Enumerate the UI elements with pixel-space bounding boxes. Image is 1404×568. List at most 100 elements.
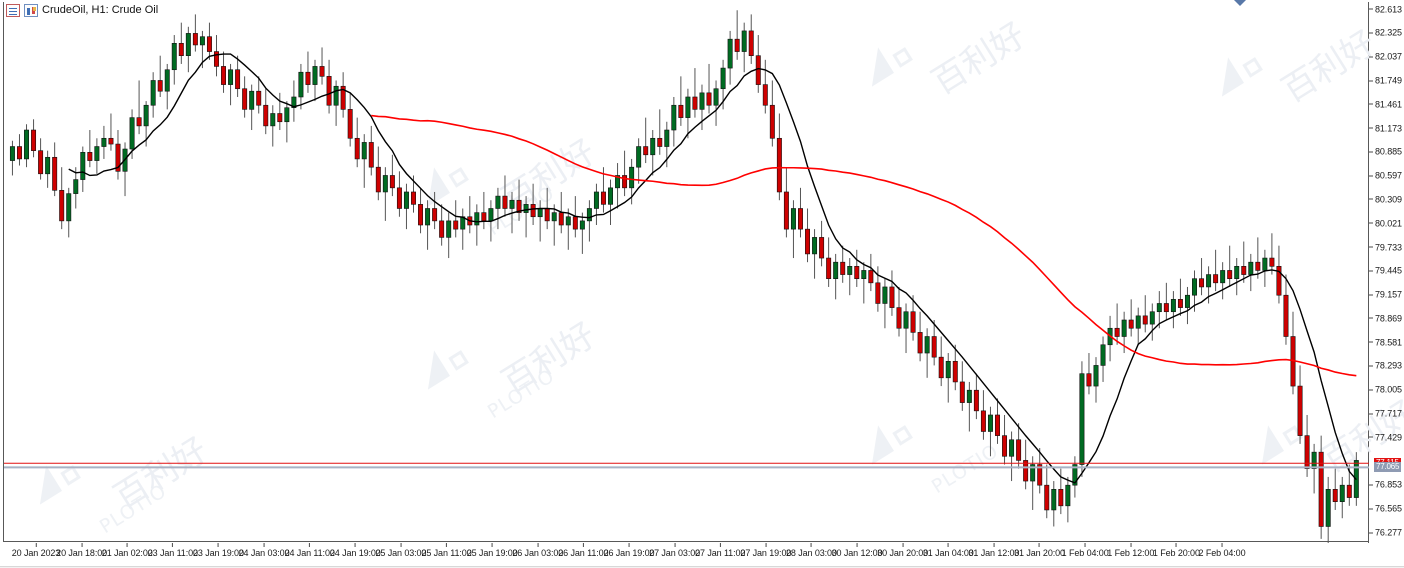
time-axis[interactable]: 20 Jan 2023 20 Jan 18:00 21 Jan 02:00 23 Ja…	[0, 543, 1369, 568]
window-bottom-strip	[0, 566, 1404, 568]
price-axis-label: 80.021	[1375, 218, 1402, 229]
time-axis-tick: 23 Jan 11:00	[148, 543, 198, 558]
candle-body	[319, 66, 325, 77]
candle-body	[1121, 319, 1127, 337]
candle-body	[1262, 257, 1268, 271]
price-axis-tick: 77.717	[1369, 408, 1402, 419]
price-axis-label: 78.005	[1375, 384, 1402, 395]
tick-dash	[856, 543, 858, 547]
price-axis-label: 82.325	[1375, 27, 1402, 38]
candle-body	[214, 51, 219, 67]
candle-body	[199, 36, 205, 46]
candle-body	[270, 113, 276, 127]
time-axis-tick: 31 Jan 12:00	[968, 543, 1019, 558]
time-axis-label: 26 Jan 19:00	[603, 548, 655, 558]
candle-body	[699, 92, 705, 110]
candle-body	[235, 69, 241, 90]
candle-body	[403, 191, 409, 209]
candle-body	[1044, 484, 1050, 511]
price-axis-label: 80.597	[1375, 170, 1402, 181]
candle-body	[516, 199, 522, 213]
candle-body	[572, 216, 578, 230]
price-axis-label: 78.293	[1375, 360, 1402, 371]
candle-series	[9, 10, 1359, 543]
candle-body	[1128, 319, 1134, 329]
candle-body	[854, 266, 860, 279]
candle-body	[298, 71, 304, 98]
candle-body	[495, 195, 501, 209]
candle-body	[277, 113, 283, 123]
candle-body	[38, 150, 44, 175]
time-axis-tick: 30 Jan 20:00	[877, 543, 928, 558]
time-axis-label: 25 Jan 11:00	[421, 548, 472, 558]
candle-body	[1304, 435, 1310, 469]
time-axis-tick: 28 Jan 03:00	[786, 543, 837, 558]
price-axis-tick: 78.293	[1369, 360, 1402, 371]
time-axis-label: 1 Feb 04:00	[1061, 548, 1109, 558]
price-axis[interactable]: 82.613 82.325 82.037 81.749 81.461 81.173 80.8…	[1369, 0, 1404, 543]
tick-dash	[263, 543, 265, 547]
candle-body	[593, 191, 599, 209]
candle-body	[1135, 315, 1141, 329]
time-axis-label: 24 Jan 19:00	[329, 548, 381, 558]
tick-dash	[719, 543, 721, 547]
candle-body	[9, 146, 15, 161]
time-axis-tick: 26 Jan 11:00	[558, 543, 609, 558]
tick-dash	[1369, 56, 1373, 58]
time-axis-label: 24 Jan 03:00	[238, 548, 290, 558]
chart-top-marker[interactable]	[1234, 0, 1246, 6]
candle-body	[1072, 464, 1078, 486]
tick-dash	[1369, 80, 1373, 82]
candle-body	[931, 336, 937, 358]
price-axis-label: 78.581	[1375, 337, 1402, 348]
candle-body	[1255, 261, 1261, 271]
candle-body	[1325, 489, 1331, 527]
tick-dash	[628, 543, 630, 547]
tick-dash	[1369, 294, 1373, 296]
price-axis-line	[1368, 2, 1369, 543]
tick-dash	[1369, 246, 1373, 248]
candle-body	[1283, 294, 1289, 337]
candle-body	[1002, 435, 1008, 457]
time-axis-tick: 20 Jan 2023	[12, 543, 60, 558]
candle-body	[1241, 266, 1247, 275]
candle-body	[692, 96, 698, 110]
candle-body	[664, 129, 670, 147]
candlestick-plot[interactable]	[4, 2, 1369, 543]
candle-body	[882, 286, 888, 304]
price-axis-tick: 80.021	[1369, 218, 1402, 229]
candle-body	[1009, 439, 1015, 457]
candle-body	[833, 261, 839, 279]
price-axis-tick: 79.445	[1369, 265, 1402, 276]
candle-body	[973, 389, 979, 412]
time-axis-label: 31 Jan 12:00	[968, 548, 1020, 558]
candle-body	[80, 152, 86, 180]
candle-body	[980, 410, 986, 432]
chart-icon[interactable]	[24, 4, 38, 17]
candle-body	[1192, 278, 1197, 296]
candle-body	[115, 143, 121, 172]
market-watch-icon[interactable]	[6, 4, 20, 17]
tick-dash	[1369, 8, 1373, 10]
time-axis-tick: 24 Jan 11:00	[285, 543, 335, 558]
tick-dash	[1369, 532, 1373, 533]
price-axis-tick: 76.853	[1369, 479, 1402, 490]
candle-body	[192, 33, 198, 46]
tick-dash	[309, 543, 311, 547]
candle-body	[600, 191, 606, 205]
price-axis-label: 79.157	[1375, 289, 1402, 300]
candle-body	[748, 30, 754, 56]
candle-body	[59, 190, 65, 222]
time-axis-label: 27 Jan 03:00	[649, 548, 701, 558]
tick-dash	[1369, 365, 1373, 367]
candle-body	[263, 104, 269, 127]
candle-body	[66, 193, 72, 222]
candle-body	[734, 38, 740, 52]
candle-body	[938, 356, 944, 379]
time-axis-label: 30 Jan 12:00	[831, 548, 883, 558]
candle-body	[389, 175, 395, 189]
ma-slow-line	[371, 114, 1357, 377]
candle-body	[1199, 278, 1205, 288]
candle-body	[586, 208, 592, 222]
time-axis-label: 30 Jan 20:00	[877, 548, 929, 558]
